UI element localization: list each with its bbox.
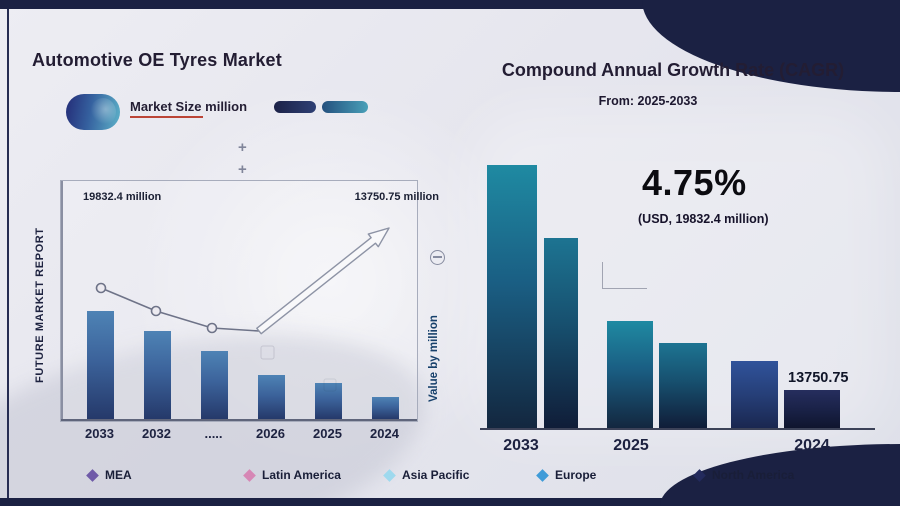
cagr-note: (USD, 19832.4 million) xyxy=(638,212,769,226)
cagr-chart xyxy=(480,160,875,430)
market-size-cylinder-icon xyxy=(66,94,120,130)
market-size-bar-2026 xyxy=(258,375,285,419)
chart-annotation-2024: 13750.75 million xyxy=(354,191,439,203)
plus-decoration: + xyxy=(238,161,247,178)
market-size-chart: 19832.4 million 13750.75 million xyxy=(60,180,439,422)
cagr-title: Compound Annual Growth Rate (CAGR) xyxy=(501,60,845,80)
right-x-label-2024: 2024 xyxy=(794,437,830,454)
chart-annotation-2033: 19832.4 million xyxy=(83,191,162,203)
left-x-label-2025: 2025 xyxy=(313,426,342,441)
left-x-label-2024: 2024 xyxy=(370,426,399,441)
trend-line-arrow xyxy=(95,227,390,392)
cagr-bar-2033-b xyxy=(544,238,578,428)
value-axis-label: Value by million xyxy=(428,315,440,402)
plus-decoration: + xyxy=(238,139,247,156)
top-border-strip xyxy=(0,0,900,9)
cagr-bar-2024-b xyxy=(784,390,840,428)
left-x-label-.....: ..... xyxy=(204,426,223,441)
legend-label: MEA xyxy=(105,468,132,482)
cagr-bar-2024-a xyxy=(731,361,778,428)
right-x-label-2025: 2025 xyxy=(613,437,649,454)
future-market-report-watermark: FUTURE MARKET REPORT xyxy=(34,227,46,383)
legend-diamond-icon xyxy=(693,468,706,482)
cagr-bar-2025-b xyxy=(659,343,707,428)
market-size-bar-2024 xyxy=(372,397,399,419)
left-x-label-2026: 2026 xyxy=(256,426,285,441)
cagr-bar-callout: 13750.75 xyxy=(788,370,849,386)
cagr-value: 4.75% xyxy=(642,162,747,203)
cagr-subtitle: From: 2025-2033 xyxy=(598,94,698,108)
left-x-label-2033: 2033 xyxy=(85,426,114,441)
legend-label: Europe xyxy=(555,468,597,482)
legend-item-mea: MEA xyxy=(86,468,132,482)
legend-label: Asia Pacific xyxy=(402,468,470,482)
legend-label: Latin America xyxy=(262,468,341,482)
legend-item-latin-america: Latin America xyxy=(243,468,341,482)
corner-bracket-decoration xyxy=(602,262,647,289)
right-x-label-2033: 2033 xyxy=(503,437,539,454)
pill-decoration-teal xyxy=(322,101,368,113)
bottom-border-strip xyxy=(0,498,900,506)
pill-decoration-dark xyxy=(274,101,316,113)
left-edge-line xyxy=(7,9,9,498)
market-size-bar-..... xyxy=(201,351,228,419)
market-size-legend-label: Market Size million xyxy=(130,99,247,118)
legend-diamond-icon xyxy=(243,468,256,482)
legend-diamond-icon xyxy=(536,468,549,482)
legend-item-north-america: North America xyxy=(693,468,795,482)
legend-diamond-icon xyxy=(383,468,396,482)
left-x-label-2032: 2032 xyxy=(142,426,171,441)
legend-item-europe: Europe xyxy=(536,468,597,482)
legend-diamond-icon xyxy=(86,468,99,482)
legend-item-asia-pacific: Asia Pacific xyxy=(383,468,470,482)
cagr-bar-2025-a xyxy=(607,321,653,428)
market-title: Automotive OE Tyres Market xyxy=(32,50,282,70)
market-size-bar-2033 xyxy=(87,311,114,419)
cagr-bar-2033-a xyxy=(487,165,537,428)
market-size-bar-2025 xyxy=(315,383,342,419)
market-size-bar-2032 xyxy=(144,331,171,419)
legend-label: North America xyxy=(712,468,795,482)
circle-minus-icon xyxy=(430,250,445,265)
